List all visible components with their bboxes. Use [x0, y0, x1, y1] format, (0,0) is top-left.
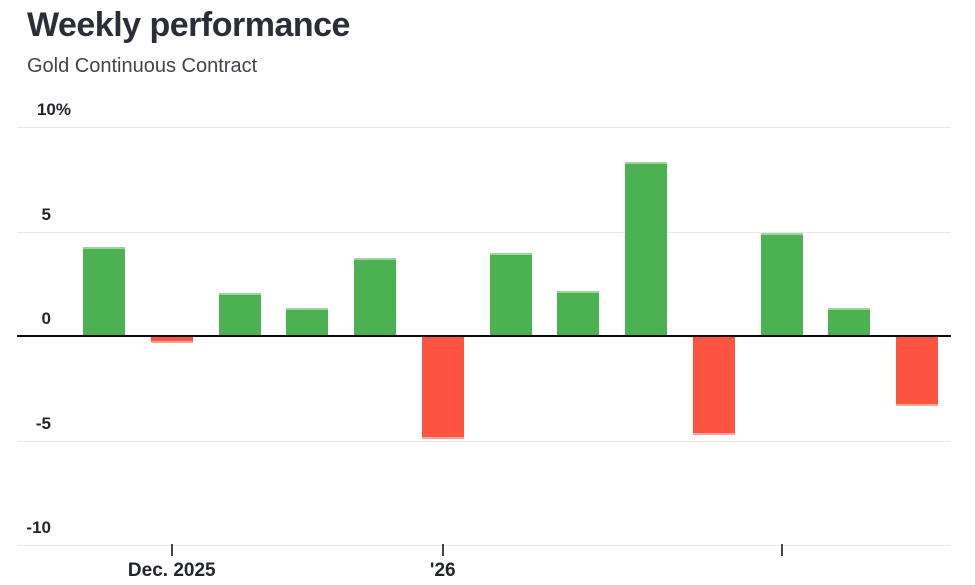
bar-week-1 — [83, 247, 125, 335]
y-axis-label: 0 — [41, 309, 51, 328]
bar-week-6 — [421, 337, 464, 440]
bar-week-11 — [760, 232, 803, 335]
bar-week-12 — [828, 307, 871, 335]
y-axis-label: 10% — [36, 100, 71, 119]
gridline — [17, 440, 951, 442]
bar-week-4 — [286, 307, 329, 335]
y-axis-label: 5 — [41, 204, 51, 224]
bar-week-7 — [489, 253, 532, 335]
bar-week-10 — [692, 337, 735, 436]
x-axis-label: Dec. 2025 — [127, 560, 216, 581]
y-axis-label: -5 — [35, 413, 51, 433]
y-axis-label: -10 — [26, 518, 51, 537]
x-axis-tick — [441, 544, 444, 556]
chart-title: Weekly performance — [27, 6, 350, 44]
bar-week-8 — [557, 291, 600, 335]
bar-week-13 — [896, 337, 938, 406]
gridline — [17, 545, 951, 546]
x-axis-label: '26 — [429, 560, 456, 581]
x-axis-tick — [780, 544, 783, 556]
gridline — [17, 127, 951, 128]
gridline — [17, 231, 951, 233]
bar-week-5 — [354, 257, 396, 335]
bar-week-2 — [150, 337, 193, 344]
bar-week-3 — [218, 293, 261, 335]
x-axis-tick — [170, 544, 173, 556]
chart-subtitle: Gold Continuous Contract — [27, 55, 258, 77]
bar-week-9 — [625, 161, 667, 335]
zero-baseline — [17, 335, 951, 337]
